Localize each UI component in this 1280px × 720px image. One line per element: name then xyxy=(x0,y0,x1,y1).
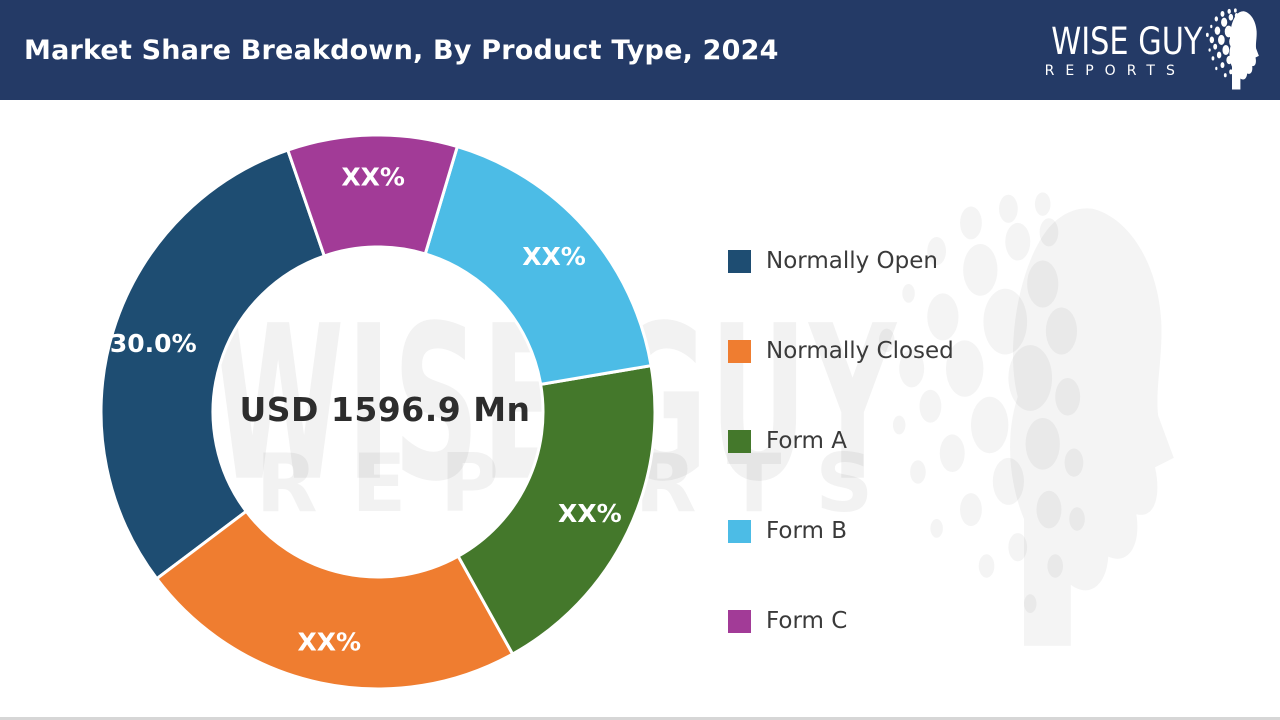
legend-item: Normally Open xyxy=(728,249,954,273)
legend-item: Form B xyxy=(728,519,954,543)
pie-slice-normally-open xyxy=(99,148,326,581)
legend-swatch xyxy=(728,519,751,543)
legend-swatch xyxy=(728,339,751,363)
logo-face-icon xyxy=(1204,8,1260,92)
pie-slice-form-a xyxy=(456,364,657,656)
chart-legend: Normally Open Normally Closed Form A For… xyxy=(728,249,954,699)
legend-label: Form C xyxy=(766,607,848,634)
chart-center-value: USD 1596.9 Mn xyxy=(239,390,531,429)
pie-slice-normally-closed xyxy=(155,509,515,691)
legend-label: Normally Closed xyxy=(766,337,954,364)
legend-swatch xyxy=(728,609,751,633)
pie-slice-label: XX% xyxy=(341,163,405,192)
page-title: Market Share Breakdown, By Product Type,… xyxy=(24,34,779,66)
logo-subtext: REPORTS xyxy=(1044,62,1186,79)
pie-slice-label: XX% xyxy=(558,499,622,528)
logo-wordmark: WISE GUY xyxy=(1050,19,1202,63)
pie-slice-label: 30.0% xyxy=(110,329,197,358)
pie-slice-label: XX% xyxy=(297,627,361,656)
donut-chart: 30.0% XX% XX% XX% XX% xyxy=(99,133,657,691)
pie-slice-form-b xyxy=(423,145,653,386)
legend-swatch xyxy=(728,249,751,273)
legend-label: Normally Open xyxy=(766,247,938,274)
pie-slice-form-c xyxy=(286,133,459,258)
legend-item: Form C xyxy=(728,609,954,633)
wiseguy-logo: WISE GUY REPORTS xyxy=(1018,8,1260,92)
legend-label: Form A xyxy=(766,427,847,454)
legend-swatch xyxy=(728,429,751,453)
pie-slice-label: XX% xyxy=(522,242,586,271)
header-bar: Market Share Breakdown, By Product Type,… xyxy=(0,0,1280,100)
legend-item: Form A xyxy=(728,429,954,453)
legend-label: Form B xyxy=(766,517,848,544)
legend-item: Normally Closed xyxy=(728,339,954,363)
